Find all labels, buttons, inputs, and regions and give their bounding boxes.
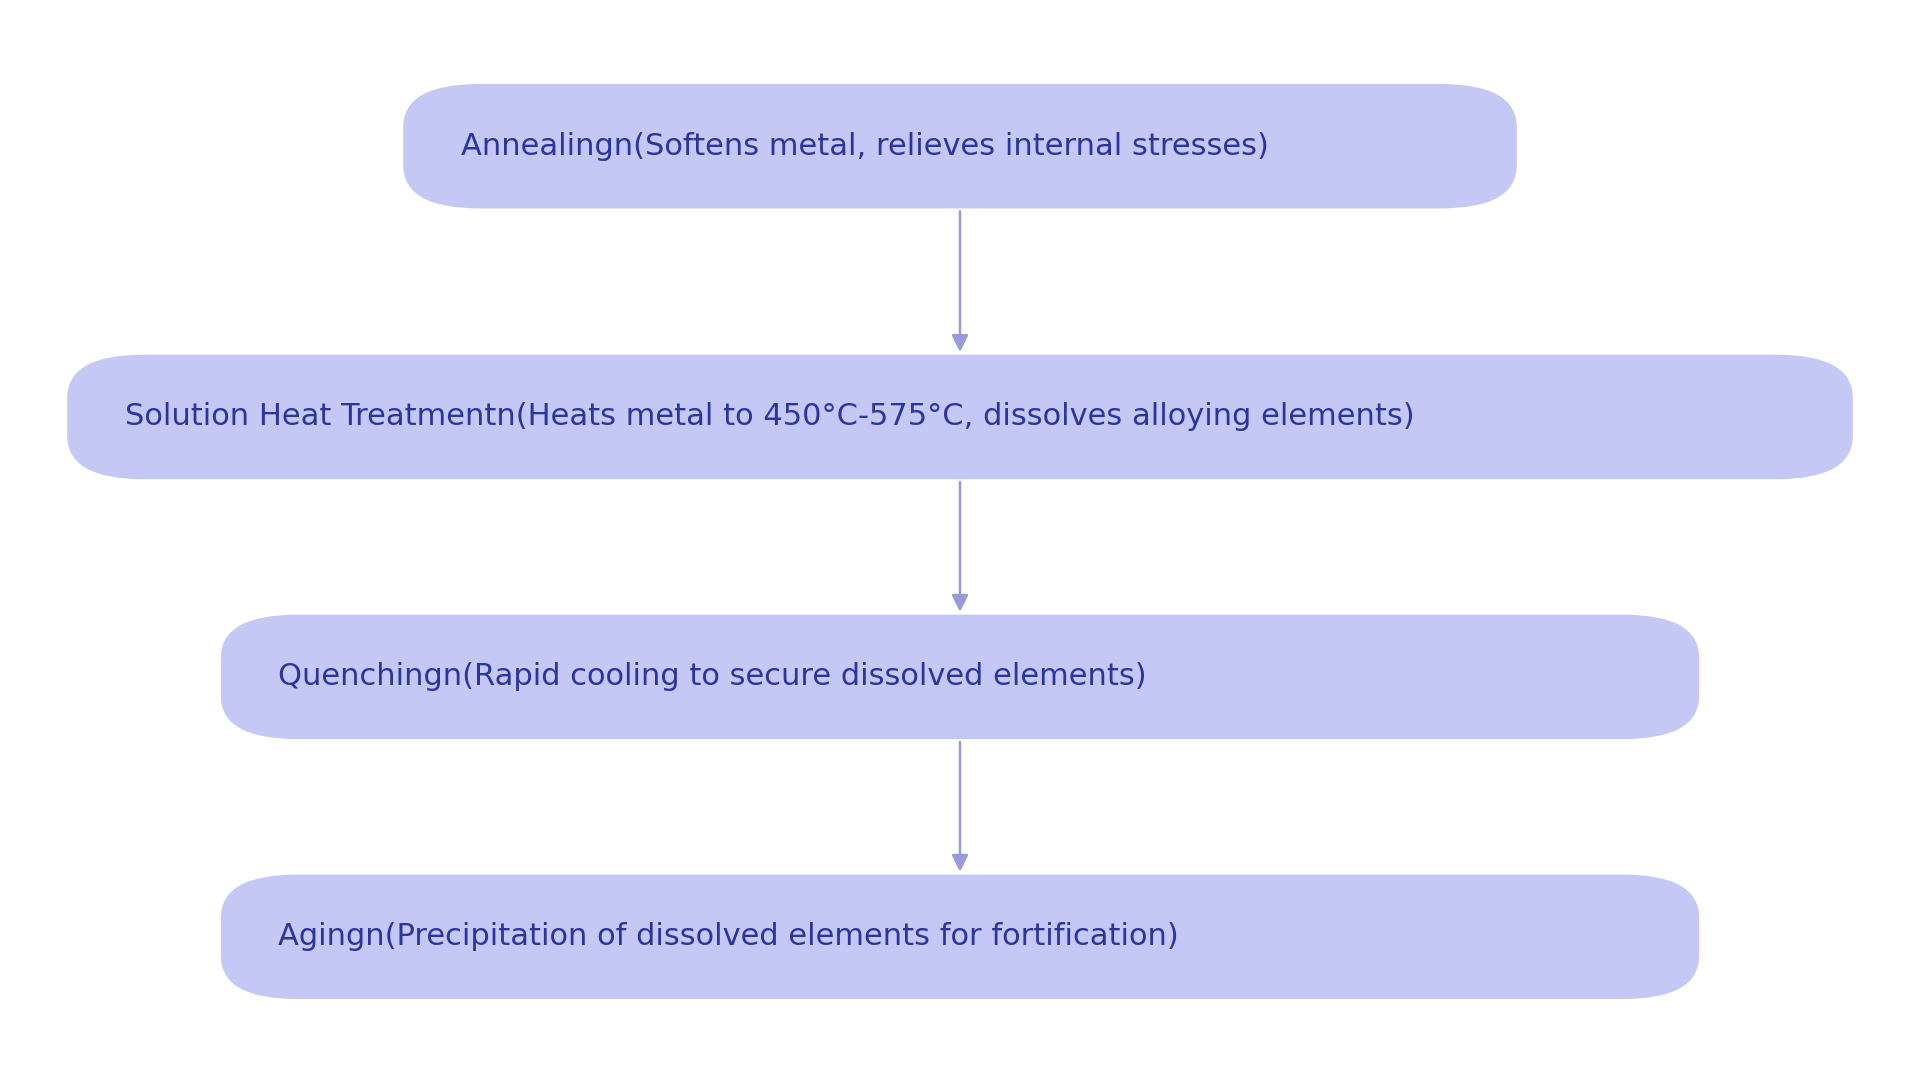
Text: Solution Heat Treatmentn(Heats metal to 450°C-575°C, dissolves alloying elements: Solution Heat Treatmentn(Heats metal to … <box>125 403 1415 431</box>
FancyBboxPatch shape <box>403 84 1517 208</box>
Text: Quenchingn(Rapid cooling to secure dissolved elements): Quenchingn(Rapid cooling to secure disso… <box>278 663 1146 691</box>
Text: Annealingn(Softens metal, relieves internal stresses): Annealingn(Softens metal, relieves inter… <box>461 132 1269 160</box>
FancyBboxPatch shape <box>221 615 1699 739</box>
FancyBboxPatch shape <box>221 875 1699 999</box>
Text: Agingn(Precipitation of dissolved elements for fortification): Agingn(Precipitation of dissolved elemen… <box>278 923 1179 951</box>
FancyBboxPatch shape <box>67 355 1853 479</box>
